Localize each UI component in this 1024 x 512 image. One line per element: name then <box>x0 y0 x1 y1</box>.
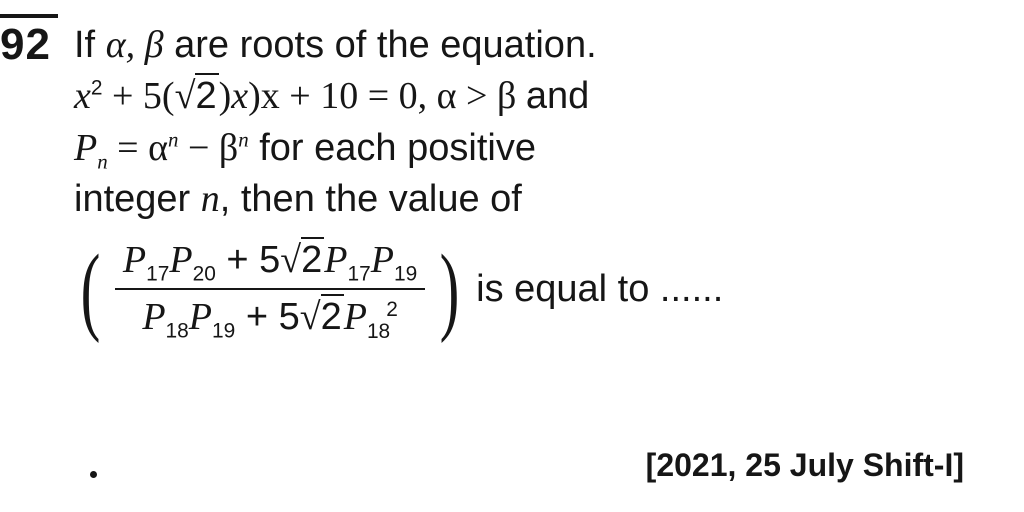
integer-word: integer <box>74 178 201 220</box>
exam-source: [2021, 25 July Shift-I] <box>646 447 964 484</box>
p: P <box>123 239 146 281</box>
bullet-icon <box>90 471 97 478</box>
sqrt-2-a: √2 <box>175 71 219 122</box>
alpha-beta: α, β <box>106 24 164 66</box>
line-2: x2 + 5(√2)x)x + 10 = 0, α > β and <box>74 71 1004 122</box>
is-equal-to: is equal to ...... <box>476 264 723 315</box>
question-number: 92 <box>0 20 51 70</box>
line-4: integer n, then the value of <box>74 174 1004 225</box>
question-body: If α, β are roots of the equation. x2 + … <box>74 20 1004 346</box>
sup2: 2 <box>386 298 398 321</box>
sub20: 20 <box>193 263 216 286</box>
left-paren-icon: ( <box>81 250 101 329</box>
var-n: n <box>201 178 220 220</box>
sub-n: n <box>97 149 107 173</box>
sub19: 19 <box>212 320 235 343</box>
sup-n2: n <box>238 127 248 151</box>
line-1: If α, β are roots of the equation. <box>74 20 1004 71</box>
sqrt-arg: 2 <box>195 73 218 117</box>
sup-n1: n <box>168 127 178 151</box>
p: P <box>189 296 212 338</box>
p: P <box>142 296 165 338</box>
exp-2: 2 <box>91 77 103 100</box>
after-sqrt-a: )x)x + 10 = 0, α > β <box>219 75 526 117</box>
p-n: P <box>74 127 97 169</box>
sqrt-2-den: √2 <box>300 292 344 343</box>
for-each-positive: for each positive <box>249 127 536 169</box>
p: P <box>344 296 367 338</box>
right-paren-icon: ) <box>440 250 460 329</box>
sqrt-arg: 2 <box>321 294 344 338</box>
sub17: 17 <box>348 263 371 286</box>
line-3: Pn = αn − βn for each positive <box>74 123 1004 174</box>
sqrt-2-num: √2 <box>280 235 324 286</box>
and-word: and <box>526 75 589 117</box>
line-5: ( P17P20 + 5√2P17P19 P18P19 + 5√2P182 ) … <box>74 233 1004 346</box>
p: P <box>371 239 394 281</box>
sub18: 18 <box>166 320 189 343</box>
text: are roots of the equation. <box>164 24 597 66</box>
p: P <box>169 239 192 281</box>
denominator: P18P19 + 5√2P182 <box>115 288 425 345</box>
p: P <box>324 239 347 281</box>
numerator: P17P20 + 5√2P17P19 <box>115 233 425 288</box>
minus-beta: − β <box>178 127 238 169</box>
plus5: + 5 <box>235 296 299 338</box>
question-block: 92 If α, β are roots of the equation. x2… <box>0 0 1024 512</box>
sqrt-arg: 2 <box>301 237 324 281</box>
equals-alpha: = α <box>108 127 168 169</box>
sub19: 19 <box>394 263 417 286</box>
question-number-overline <box>0 14 58 18</box>
sub17: 17 <box>146 263 169 286</box>
sub18: 18 <box>367 320 390 343</box>
then-value: , then the value of <box>220 178 522 220</box>
fraction: P17P20 + 5√2P17P19 P18P19 + 5√2P182 <box>115 233 425 346</box>
text: If <box>74 24 106 66</box>
plus-5-open: + 5( <box>103 75 175 117</box>
plus5: + 5 <box>216 239 280 281</box>
var-x: x <box>74 75 91 117</box>
